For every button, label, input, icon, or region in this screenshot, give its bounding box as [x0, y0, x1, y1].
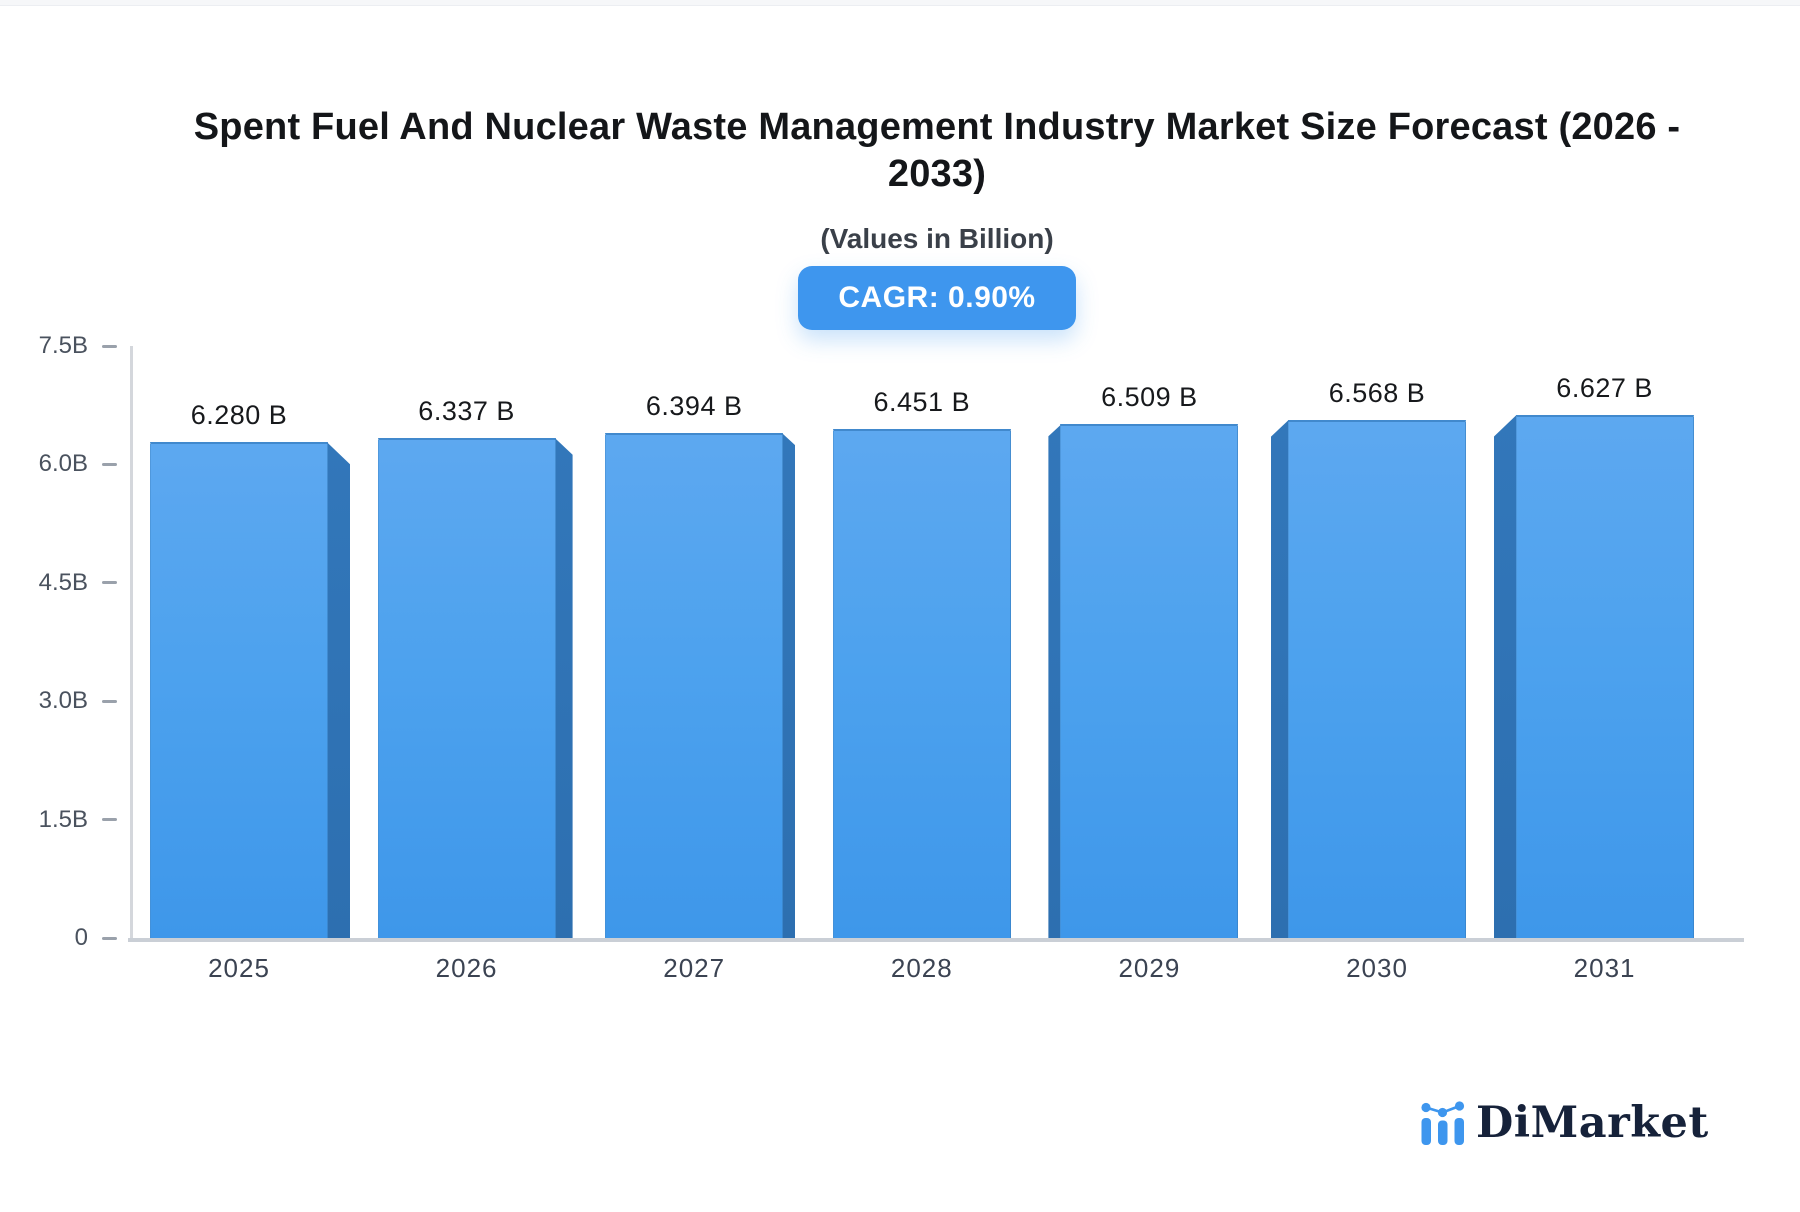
bar-value-label: 6.451 B — [873, 386, 971, 417]
bar-3d-side — [327, 442, 350, 938]
bar-2031 — [1515, 414, 1694, 938]
y-tick-dash — [102, 462, 117, 466]
cagr-badge: CAGR: 0.90% — [798, 266, 1076, 330]
bar-2030 — [1288, 419, 1466, 938]
y-tick-label: 1.5B — [38, 805, 88, 833]
bar-3d-side — [782, 433, 796, 938]
x-tick-label: 2030 — [1346, 953, 1408, 983]
bar-value-label: 6.627 B — [1556, 372, 1653, 403]
y-tick-label: 4.5B — [38, 568, 88, 596]
x-tick-label: 2028 — [890, 953, 953, 983]
bar-2029 — [1060, 424, 1239, 938]
bar-2025 — [150, 442, 328, 938]
y-tick-label: 7.5B — [38, 332, 88, 359]
y-tick-dash — [102, 344, 117, 348]
bar-value-label: 6.337 B — [418, 395, 515, 426]
y-tick-label: 0 — [74, 924, 88, 951]
y-tick-dash — [102, 699, 117, 703]
x-axis-line — [128, 938, 1744, 942]
y-tick-dash — [102, 936, 117, 940]
y-tick-label: 3.0B — [38, 687, 88, 715]
y-axis-line — [130, 346, 133, 938]
dimarket-logo: DiMarket — [1420, 1094, 1709, 1152]
chart-title: Spent Fuel And Nuclear Waste Management … — [74, 104, 1800, 198]
chart-header: Spent Fuel And Nuclear Waste Management … — [74, 0, 1800, 330]
bar-2028 — [832, 428, 1011, 938]
dimarket-logo-icon — [1421, 1101, 1465, 1145]
y-tick-label: 6.0B — [38, 450, 88, 478]
x-tick-label: 2027 — [663, 953, 726, 983]
page-top-strip — [0, 0, 1800, 6]
dimarket-logo-text: DiMarket — [1476, 1098, 1709, 1148]
x-tick-label: 2025 — [208, 953, 270, 983]
chart-title-line2: 2033) — [887, 153, 987, 195]
x-tick-label: 2031 — [1573, 953, 1636, 983]
bar-2027 — [605, 433, 784, 938]
bar-value-label: 6.394 B — [645, 391, 743, 422]
chart-title-line1: Spent Fuel And Nuclear Waste Management … — [193, 106, 1681, 148]
bar-3d-side — [1493, 414, 1517, 938]
chart-subtitle: (Values in Billion) — [820, 223, 1054, 254]
bar-2026 — [377, 437, 556, 938]
y-tick-dash — [102, 581, 117, 585]
x-tick-label: 2029 — [1118, 953, 1181, 983]
bar-3d-side — [1048, 424, 1062, 938]
bar-value-label: 6.280 B — [190, 400, 288, 431]
bar-3d-side — [554, 437, 573, 938]
bar-value-label: 6.568 B — [1328, 377, 1426, 408]
bar-value-label: 6.509 B — [1101, 382, 1198, 413]
x-tick-label: 2026 — [435, 953, 498, 983]
y-tick-dash — [102, 818, 117, 822]
bar-3d-side — [1271, 419, 1289, 938]
